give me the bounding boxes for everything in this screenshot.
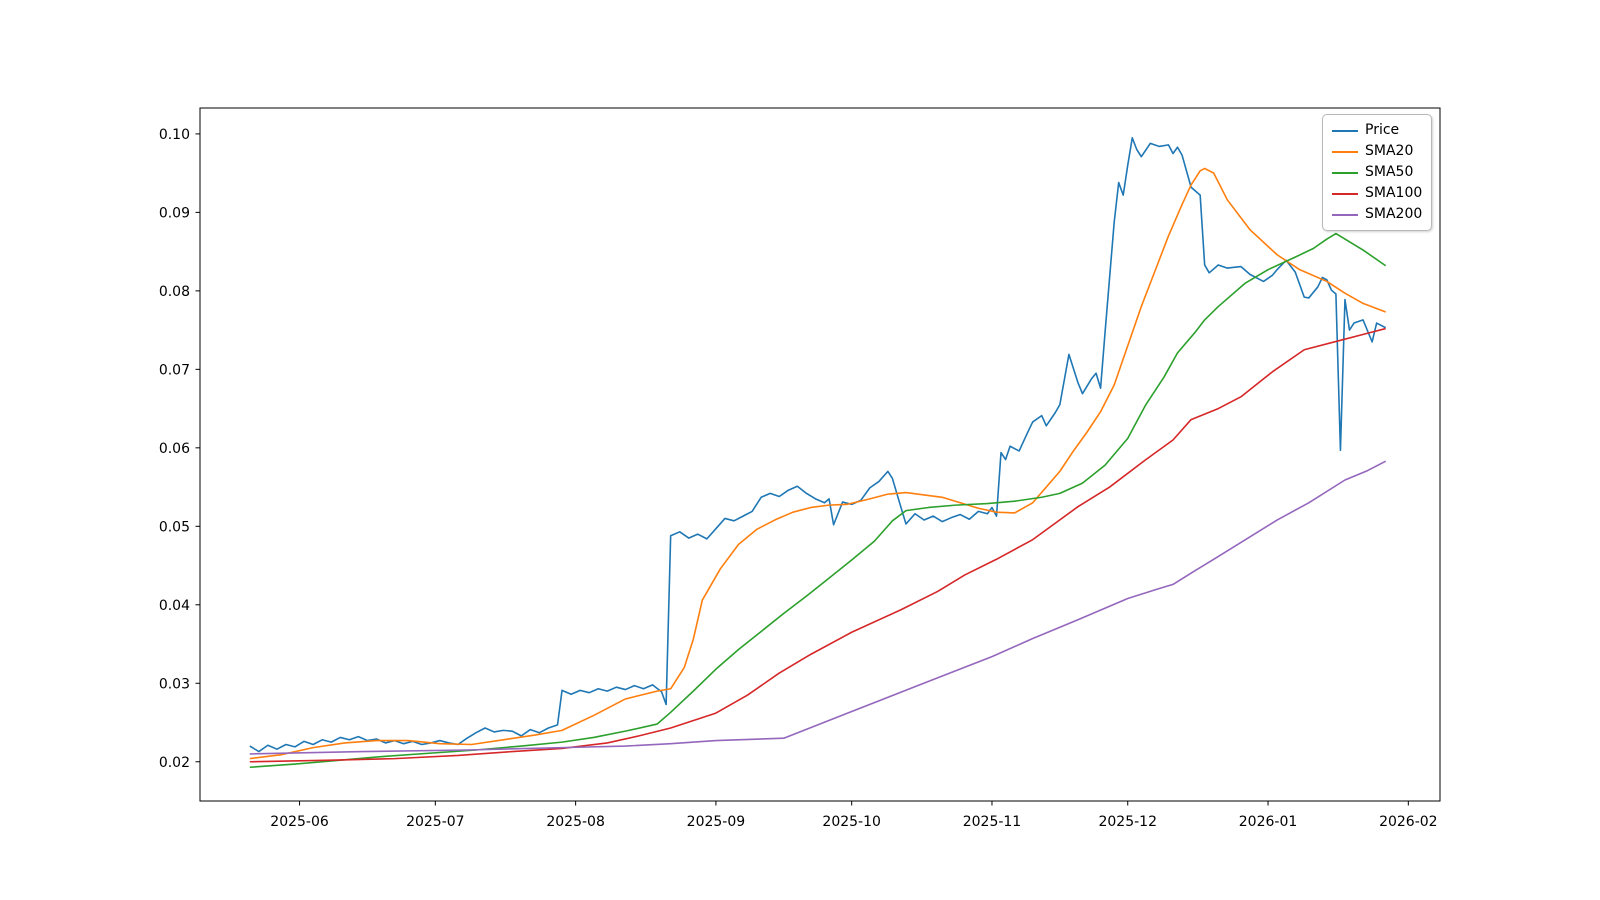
x-tick-label: 2026-01 xyxy=(1239,814,1298,830)
y-tick-label: 0.08 xyxy=(159,284,190,300)
legend-item-sma100: SMA100 xyxy=(1332,183,1422,204)
series-line-sma50 xyxy=(249,232,1387,769)
legend-label: SMA50 xyxy=(1365,164,1414,180)
axes-frame xyxy=(199,107,1441,802)
y-tick-label: 0.02 xyxy=(159,755,190,771)
series-line-sma100 xyxy=(249,327,1386,763)
x-tick-label: 2025-12 xyxy=(1098,814,1157,830)
y-tick-label: 0.10 xyxy=(159,127,190,143)
y-tick-label: 0.03 xyxy=(159,676,190,692)
y-tick-label: 0.06 xyxy=(159,441,190,457)
legend-line-sample xyxy=(1332,192,1358,195)
y-tick-label: 0.05 xyxy=(159,519,190,535)
x-tick-label: 2025-08 xyxy=(546,814,605,830)
x-tick-label: 2025-07 xyxy=(406,814,465,830)
legend-label: Price xyxy=(1365,122,1400,138)
series-lines xyxy=(249,137,1387,769)
x-tick-label: 2025-09 xyxy=(687,814,746,830)
x-tick-label: 2026-02 xyxy=(1379,814,1438,830)
x-tick-label: 2025-11 xyxy=(963,814,1022,830)
x-tick-label: 2025-06 xyxy=(270,814,329,830)
legend-label: SMA200 xyxy=(1365,206,1423,222)
axes: 2025-06 2025-07 2025-08 2025-09 2025-10 2025-… xyxy=(159,107,1441,830)
y-tick-label: 0.07 xyxy=(159,362,190,378)
legend-label: SMA100 xyxy=(1365,185,1423,201)
series-line-sma200 xyxy=(249,460,1387,755)
series-line-sma20 xyxy=(249,167,1386,760)
y-tick-label: 0.09 xyxy=(159,205,190,221)
legend-line-sample xyxy=(1332,213,1358,216)
legend-line-sample xyxy=(1332,129,1358,132)
legend-item-sma20: SMA20 xyxy=(1332,141,1422,162)
legend-item-sma50: SMA50 xyxy=(1332,162,1422,183)
legend-line-sample xyxy=(1332,150,1358,153)
x-tick-label: 2025-10 xyxy=(822,814,881,830)
y-tick-label: 0.04 xyxy=(159,598,190,614)
legend-item-sma200: SMA200 xyxy=(1332,204,1422,225)
legend-line-sample xyxy=(1332,171,1358,174)
legend-item-price: Price xyxy=(1332,120,1422,141)
legend-label: SMA20 xyxy=(1365,143,1414,159)
legend: Price SMA20 SMA50 SMA100 SMA200 xyxy=(1322,114,1433,231)
series-line-price xyxy=(249,137,1387,753)
